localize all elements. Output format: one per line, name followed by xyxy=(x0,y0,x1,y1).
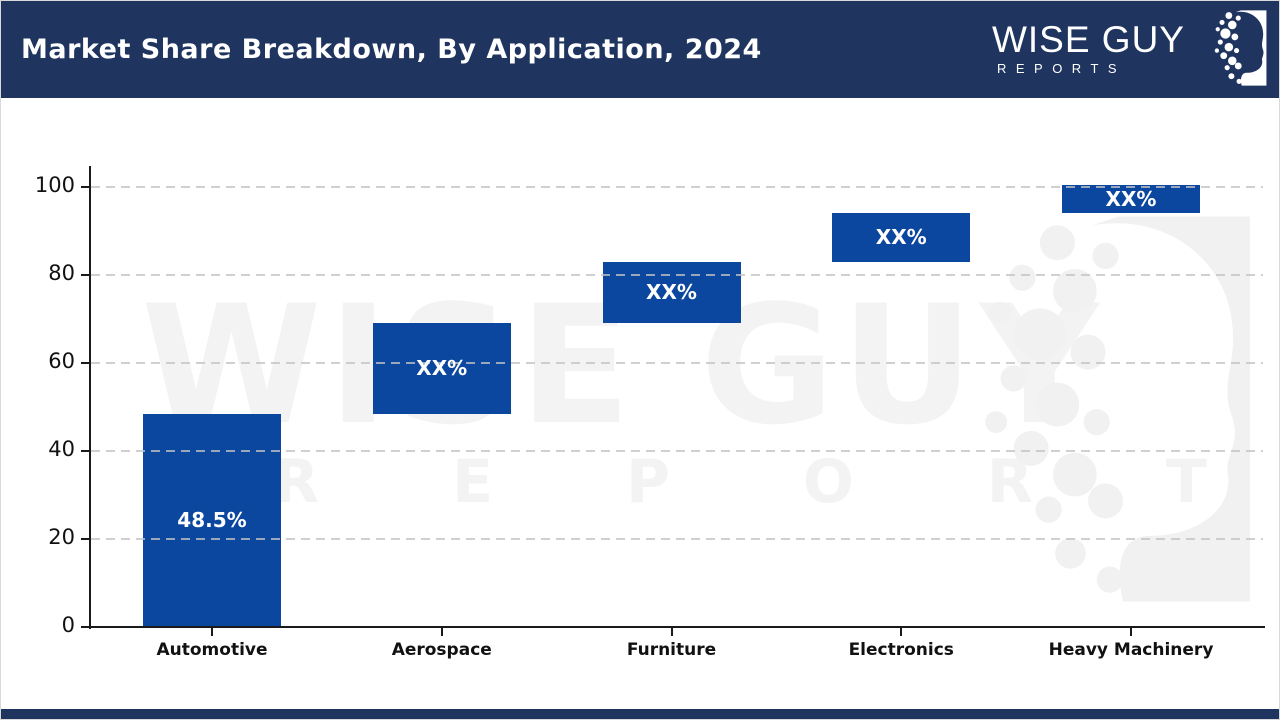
x-axis-label-heavy-machinery: Heavy Machinery xyxy=(1048,640,1214,660)
logo-face-icon xyxy=(1214,10,1267,86)
x-tick-aerospace xyxy=(440,628,443,636)
y-tick-label-80: 80 xyxy=(48,261,75,285)
logo-reports-label: REPORTS xyxy=(996,60,1127,76)
logo-wise-guy-label: WISE GUY xyxy=(991,18,1185,60)
x-tick-electronics xyxy=(900,628,903,636)
bar-value-label-aerospace: XX% xyxy=(416,356,468,381)
bar-aerospace xyxy=(372,323,511,414)
x-axis-label-furniture: Furniture xyxy=(626,640,717,660)
y-tick-80 xyxy=(81,274,89,276)
x-tick-furniture xyxy=(670,628,673,636)
y-tick-100 xyxy=(81,186,89,188)
x-axis-label-electronics: Electronics xyxy=(848,640,954,660)
gridline-100 xyxy=(91,186,1263,188)
bar-furniture xyxy=(602,261,741,324)
y-tick-40 xyxy=(81,450,89,452)
y-tick-label-20: 20 xyxy=(48,525,75,549)
y-axis xyxy=(89,166,91,629)
bar-heavy-machinery xyxy=(1062,185,1200,214)
page-title: Market Share Breakdown, By Application, … xyxy=(21,34,762,65)
bar-value-label-heavy-machinery: XX% xyxy=(1105,187,1157,212)
x-axis xyxy=(85,626,1265,628)
bar-electronics xyxy=(832,213,971,262)
y-tick-label-40: 40 xyxy=(48,437,75,461)
gridline-80 xyxy=(91,274,1263,276)
footer-bar xyxy=(1,709,1279,719)
gridline-40 xyxy=(91,450,1263,452)
y-tick-20 xyxy=(81,538,89,540)
gridline-60 xyxy=(91,362,1263,364)
bar-value-label-electronics: XX% xyxy=(875,225,927,250)
bar-value-label-furniture: XX% xyxy=(646,279,697,304)
y-tick-label-0: 0 xyxy=(61,613,75,637)
x-axis-label-automotive: Automotive xyxy=(156,640,268,660)
gridline-20 xyxy=(91,538,1263,540)
x-axis-label-aerospace: Aerospace xyxy=(391,640,492,660)
y-tick-60 xyxy=(81,362,89,364)
x-tick-heavy-machinery xyxy=(1130,628,1132,636)
y-tick-label-100: 100 xyxy=(34,173,75,197)
y-tick-label-60: 60 xyxy=(48,349,75,373)
header-bar: Market Share Breakdown, By Application, … xyxy=(1,1,1279,98)
x-tick-automotive xyxy=(211,628,213,636)
y-tick-0 xyxy=(81,626,89,628)
logo-text: WISE GUY REPORTS xyxy=(992,21,1185,76)
bar-value-label-automotive: 48.5% xyxy=(177,507,247,532)
watermark-face-dots xyxy=(985,216,1250,602)
bar-automotive xyxy=(143,413,281,627)
wise-guy-logo: WISE GUY REPORTS xyxy=(992,7,1267,89)
